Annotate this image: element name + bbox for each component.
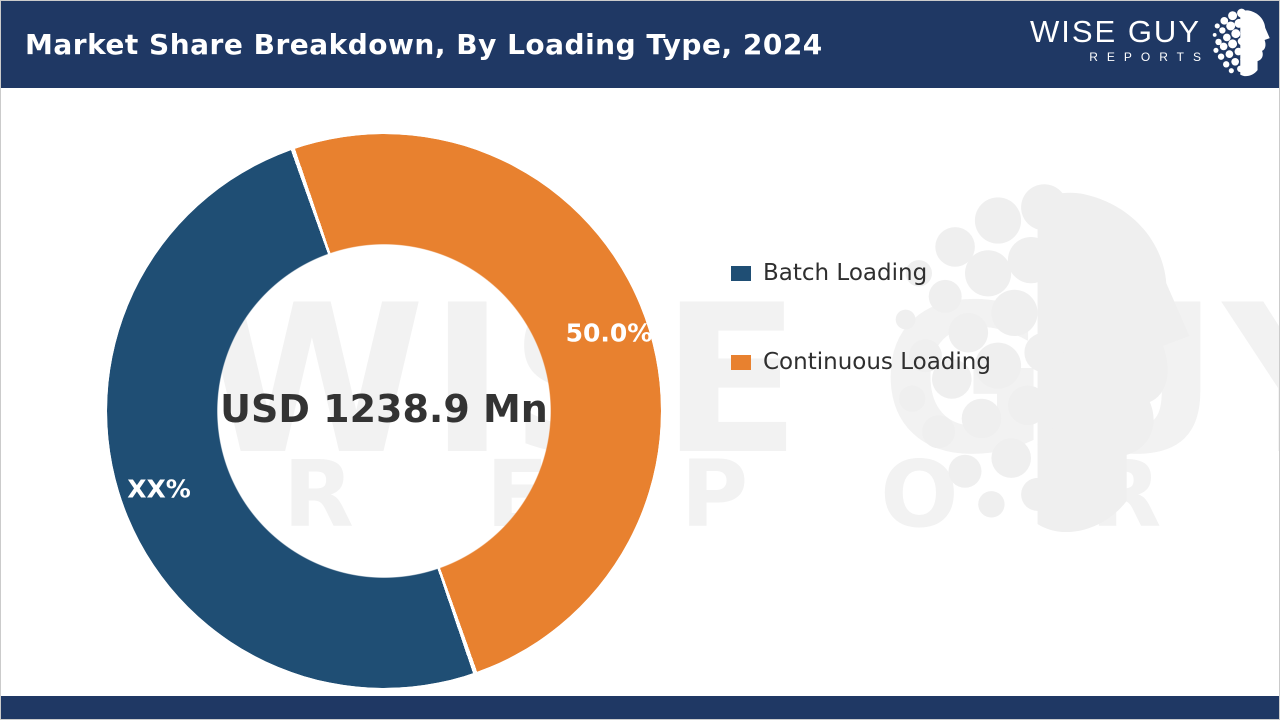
legend-label: Batch Loading [763, 260, 928, 286]
legend-item-continuous-loading: Continuous Loading [731, 346, 991, 378]
logo-wordmark: WISE GUY [1029, 14, 1201, 49]
wiseguy-logo: WISE GUY REPORTS [1029, 14, 1201, 64]
legend-item-batch-loading: Batch Loading [731, 257, 927, 289]
footer-bar [1, 696, 1279, 719]
legend-label: Continuous Loading [763, 349, 991, 375]
wiseguy-face-logo-icon [1212, 8, 1270, 77]
page-title: Market Share Breakdown, By Loading Type,… [25, 28, 823, 61]
donut-chart [107, 134, 661, 688]
logo-subtitle: REPORTS [1089, 50, 1210, 65]
donut-center-label: USD 1238.9 Mn [220, 387, 548, 431]
header: Market Share Breakdown, By Loading Type,… [1, 1, 1279, 88]
legend-swatch-batch-loading [731, 265, 751, 281]
legend-swatch-continuous-loading [731, 354, 751, 370]
